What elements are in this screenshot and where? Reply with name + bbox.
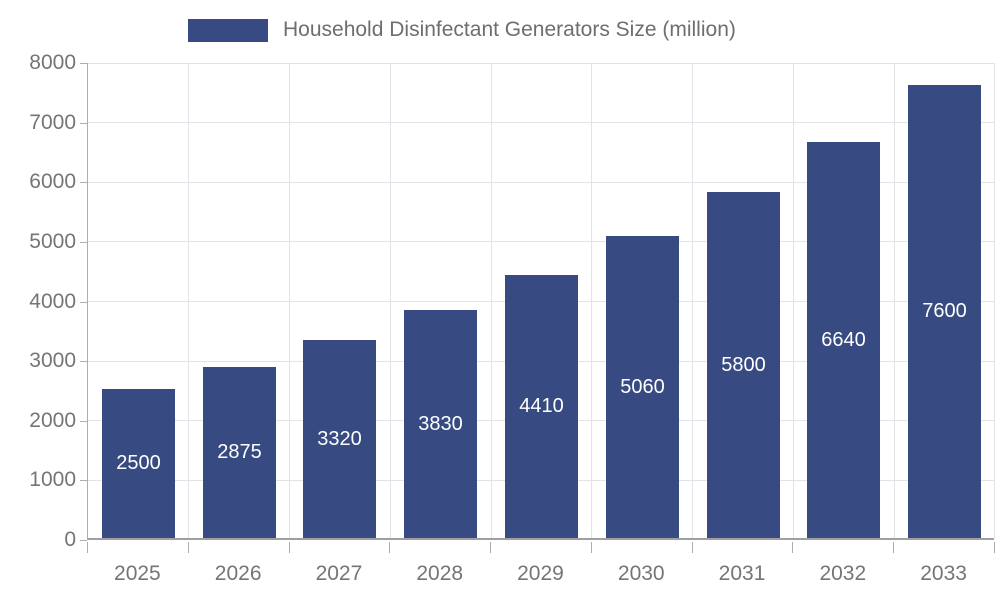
x-tick-label: 2027	[315, 562, 363, 585]
bar-value-label: 5800	[721, 353, 766, 376]
x-grid-line	[893, 63, 895, 538]
bar[interactable]: 3320	[303, 340, 376, 538]
x-tick	[87, 542, 88, 553]
y-tick	[80, 182, 87, 184]
x-tick-label: 2025	[114, 562, 161, 585]
y-tick	[80, 480, 87, 482]
y-grid-line	[88, 181, 994, 183]
y-tick-label: 2000	[29, 408, 76, 432]
x-grid-line	[591, 63, 593, 538]
y-tick-label: 5000	[29, 229, 76, 253]
legend-item[interactable]: Household Disinfectant Generators Size (…	[188, 18, 736, 42]
bar-value-label: 6640	[821, 328, 866, 351]
y-tick	[80, 63, 87, 64]
x-tick	[590, 542, 592, 553]
x-tick-label: 2032	[819, 562, 867, 585]
legend: Household Disinfectant Generators Size (…	[188, 17, 736, 43]
x-tick	[691, 542, 693, 553]
x-grid-line	[490, 63, 492, 538]
x-tick-label: 2030	[617, 562, 665, 585]
y-tick-label: 4000	[29, 289, 76, 313]
bar-value-label: 3830	[418, 412, 463, 435]
x-grid-line	[188, 63, 190, 538]
y-tick-label: 1000	[29, 468, 76, 492]
x-grid-line	[792, 63, 794, 538]
bar-value-label: 3320	[317, 427, 362, 450]
bar[interactable]: 2500	[102, 389, 175, 538]
x-tick	[994, 542, 995, 553]
y-tick	[80, 241, 87, 243]
x-grid-line	[289, 63, 291, 538]
x-tick-label: 2029	[517, 562, 564, 585]
bar-value-label: 5060	[620, 375, 665, 398]
y-tick-label: 0	[64, 528, 76, 551]
x-grid-line	[389, 63, 391, 538]
bar[interactable]: 2875	[203, 367, 276, 538]
x-tick	[389, 542, 391, 553]
bar-value-label: 7600	[922, 300, 967, 322]
bar-value-label: 2875	[217, 441, 262, 463]
y-tick	[80, 420, 87, 422]
x-tick-label: 2028	[416, 562, 464, 585]
x-tick-label: 2033	[920, 562, 967, 585]
x-grid-line	[993, 63, 995, 538]
bar[interactable]: 5060	[606, 236, 679, 538]
x-tick-label: 2031	[718, 562, 766, 585]
bar-value-label: 4410	[519, 395, 564, 417]
y-tick-label: 8000	[29, 51, 76, 74]
y-tick	[80, 361, 87, 363]
x-tick	[792, 542, 794, 553]
y-grid-line	[88, 62, 994, 64]
y-tick	[80, 122, 87, 124]
y-tick	[80, 540, 87, 541]
bar[interactable]: 4410	[505, 275, 578, 538]
bar[interactable]: 3830	[404, 310, 477, 538]
y-grid-line	[88, 241, 994, 243]
plot-area: 2500 2875 3320 3830 4410 5060 5800 6640 7600	[87, 62, 995, 540]
bar[interactable]: 5800	[707, 192, 780, 538]
y-tick	[80, 301, 87, 303]
bar[interactable]: 7600	[908, 85, 981, 538]
x-tick	[893, 542, 895, 553]
x-tick-label: 2026	[214, 562, 262, 585]
x-tick	[187, 542, 189, 553]
y-tick-label: 3000	[29, 349, 76, 373]
x-tick	[288, 542, 290, 553]
x-grid-line	[692, 63, 694, 538]
x-tick	[490, 542, 492, 553]
y-tick-label: 7000	[29, 110, 76, 134]
y-tick-label: 6000	[29, 170, 76, 194]
legend-swatch-icon	[188, 18, 268, 42]
y-grid-line	[88, 122, 994, 124]
bar[interactable]: 6640	[807, 142, 880, 538]
legend-label: Household Disinfectant Generators Size (…	[283, 18, 736, 41]
bar-value-label: 2500	[116, 452, 161, 474]
